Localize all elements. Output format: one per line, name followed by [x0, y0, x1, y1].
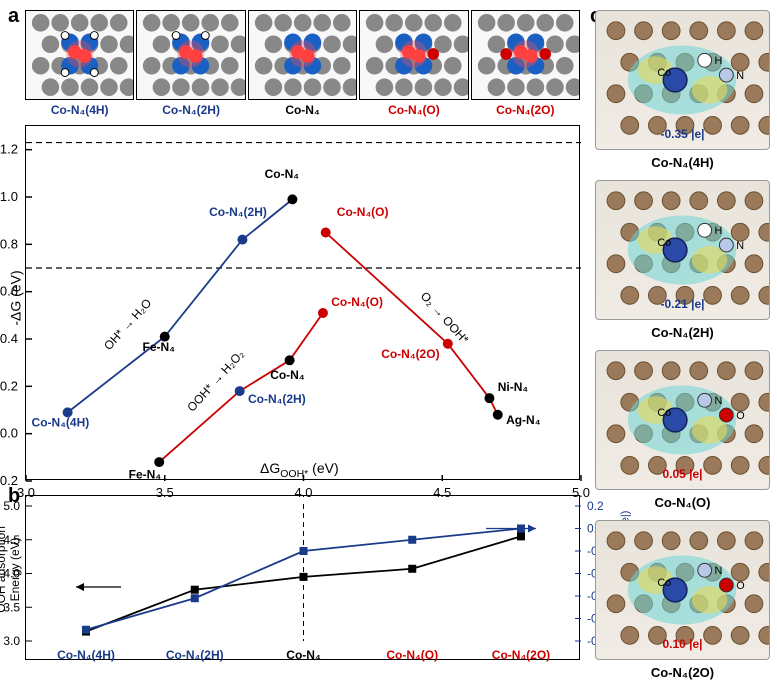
chart-a: 3.03.54.04.55.0-0.20.00.20.40.60.81.01.2… — [25, 125, 580, 480]
svg-text:Co-N₄(2O): Co-N₄(2O) — [492, 648, 550, 662]
c-charge-0: -0.35 |e| — [660, 127, 704, 141]
svg-text:Co: Co — [657, 67, 671, 79]
chart-b: 3.03.54.04.55.0-0.4-0.3-0.2-0.1-0.00.10.… — [25, 495, 580, 660]
svg-text:H: H — [715, 55, 723, 67]
c-structure-0: Co H N -0.35 |e| — [595, 10, 770, 150]
svg-text:Co-N₄: Co-N₄ — [265, 167, 300, 181]
svg-text:N: N — [736, 240, 744, 252]
schematic-1: Co-N₄(2H) — [136, 10, 245, 100]
schematic-label-4: Co-N₄(2O) — [472, 103, 579, 117]
svg-text:3.0: 3.0 — [3, 634, 20, 648]
panel-a-schematics: Co-N₄(4H)Co-N₄(2H)Co-N₄Co-N₄(O)Co-N₄(2O) — [25, 10, 580, 100]
svg-text:Co: Co — [657, 237, 671, 249]
svg-text:-0.2: -0.2 — [0, 473, 18, 488]
svg-text:O: O — [736, 410, 744, 422]
svg-text:Co-N₄(O): Co-N₄(O) — [386, 648, 438, 662]
figure-container: a b c Co-N₄(4H)Co-N₄(2H)Co-N₄Co-N₄(O)Co-… — [0, 0, 777, 679]
svg-text:0.8: 0.8 — [0, 236, 18, 251]
chart-a-ylabel: -ΔG (eV) — [8, 270, 24, 325]
c-charge-3: 0.10 |e| — [662, 637, 702, 651]
svg-text:0.4: 0.4 — [0, 331, 18, 346]
svg-text:Ni-N₄: Ni-N₄ — [498, 380, 529, 394]
svg-text:Co-N₄(2H): Co-N₄(2H) — [209, 205, 267, 219]
c-structure-2: Co N O 0.05 |e| — [595, 350, 770, 490]
c-charge-1: -0.21 |e| — [660, 297, 704, 311]
schematic-3: Co-N₄(O) — [359, 10, 468, 100]
panel-c: Co H N -0.35 |e| Co-N₄(4H) Co H N -0.21 |e| Co-N₄… — [595, 10, 770, 670]
schematic-0: Co-N₄(4H) — [25, 10, 134, 100]
svg-text:N: N — [715, 395, 723, 407]
c-structure-1: Co H N -0.21 |e| — [595, 180, 770, 320]
c-structure-label-0: Co-N₄(4H) — [595, 155, 770, 170]
svg-text:1.2: 1.2 — [0, 142, 18, 157]
svg-text:N: N — [715, 565, 723, 577]
schematic-label-0: Co-N₄(4H) — [26, 103, 133, 117]
c-charge-2: 0.05 |e| — [662, 467, 702, 481]
svg-text:Co-N₄(2O): Co-N₄(2O) — [381, 347, 439, 361]
schematic-4: Co-N₄(2O) — [471, 10, 580, 100]
svg-text:Co-N₄(2H): Co-N₄(2H) — [248, 392, 306, 406]
chart-b-y1label: OOH adsorptionEnergy (eV) — [0, 526, 23, 613]
chart-a-xlabel: ΔGOOH* (eV) — [260, 460, 339, 480]
svg-text:Fe-N₄: Fe-N₄ — [129, 468, 162, 482]
c-structure-label-1: Co-N₄(2H) — [595, 325, 770, 340]
svg-text:Co-N₄(O): Co-N₄(O) — [331, 295, 383, 309]
svg-text:Ag-N₄: Ag-N₄ — [506, 413, 541, 427]
svg-text:Co: Co — [657, 577, 671, 589]
svg-text:0.0: 0.0 — [0, 426, 18, 441]
svg-text:Co-N₄(O): Co-N₄(O) — [337, 205, 389, 219]
svg-text:O: O — [736, 580, 744, 592]
svg-text:N: N — [736, 70, 744, 82]
svg-text:Fe-N₄: Fe-N₄ — [143, 340, 176, 354]
c-structure-label-3: Co-N₄(2O) — [595, 665, 770, 680]
svg-text:Co-N₄(2H): Co-N₄(2H) — [166, 648, 224, 662]
svg-text:Co-N₄(4H): Co-N₄(4H) — [32, 416, 90, 430]
schematic-label-1: Co-N₄(2H) — [137, 103, 244, 117]
svg-text:5.0: 5.0 — [3, 499, 20, 513]
svg-text:H: H — [715, 225, 723, 237]
panel-a-label: a — [8, 5, 19, 28]
schematic-label-3: Co-N₄(O) — [360, 103, 467, 117]
svg-text:0.2: 0.2 — [0, 378, 18, 393]
schematic-2: Co-N₄ — [248, 10, 357, 100]
svg-text:Co-N₄: Co-N₄ — [270, 368, 305, 382]
c-structure-3: Co N O 0.10 |e| — [595, 520, 770, 660]
schematic-label-2: Co-N₄ — [249, 103, 356, 117]
svg-text:O₂ → OOH*: O₂ → OOH* — [418, 289, 472, 347]
svg-text:Co-N₄: Co-N₄ — [286, 648, 321, 662]
svg-text:OOH* → H₂O₂: OOH* → H₂O₂ — [184, 347, 247, 415]
svg-text:Co: Co — [657, 407, 671, 419]
c-structure-label-2: Co-N₄(O) — [595, 495, 770, 510]
svg-text:Co-N₄(4H): Co-N₄(4H) — [57, 648, 115, 662]
svg-text:1.0: 1.0 — [0, 189, 18, 204]
